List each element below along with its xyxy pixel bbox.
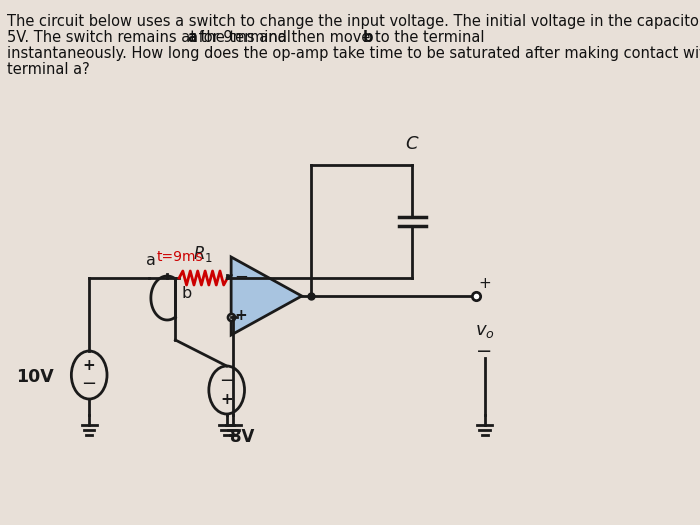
Text: −: − <box>234 268 248 286</box>
Text: −: − <box>82 375 97 393</box>
Text: $R_1$: $R_1$ <box>193 244 214 264</box>
Text: 8V: 8V <box>230 428 255 446</box>
Text: terminal a?: terminal a? <box>8 62 90 77</box>
Text: a: a <box>146 253 156 268</box>
Text: 10V: 10V <box>16 368 53 386</box>
Text: +: + <box>234 308 247 322</box>
Text: −: − <box>219 372 234 390</box>
Text: $v_o$: $v_o$ <box>475 322 494 340</box>
Text: $C$: $C$ <box>405 135 420 153</box>
Text: +: + <box>220 392 233 406</box>
Text: −: − <box>477 341 493 361</box>
Text: for 9ms and then move to the terminal: for 9ms and then move to the terminal <box>194 30 489 45</box>
Text: a: a <box>188 30 197 45</box>
Polygon shape <box>231 257 302 335</box>
Text: t=9ms: t=9ms <box>156 250 203 264</box>
Text: The circuit below uses a switch to change the input voltage. The initial voltage: The circuit below uses a switch to chang… <box>8 14 700 29</box>
Text: 5V. The switch remains at the terminal: 5V. The switch remains at the terminal <box>8 30 296 45</box>
Text: +: + <box>478 277 491 291</box>
Text: +: + <box>83 359 96 373</box>
Text: b: b <box>363 30 373 45</box>
Text: b: b <box>181 287 192 301</box>
Text: instantaneously. How long does the op-amp take time to be saturated after making: instantaneously. How long does the op-am… <box>8 46 700 61</box>
